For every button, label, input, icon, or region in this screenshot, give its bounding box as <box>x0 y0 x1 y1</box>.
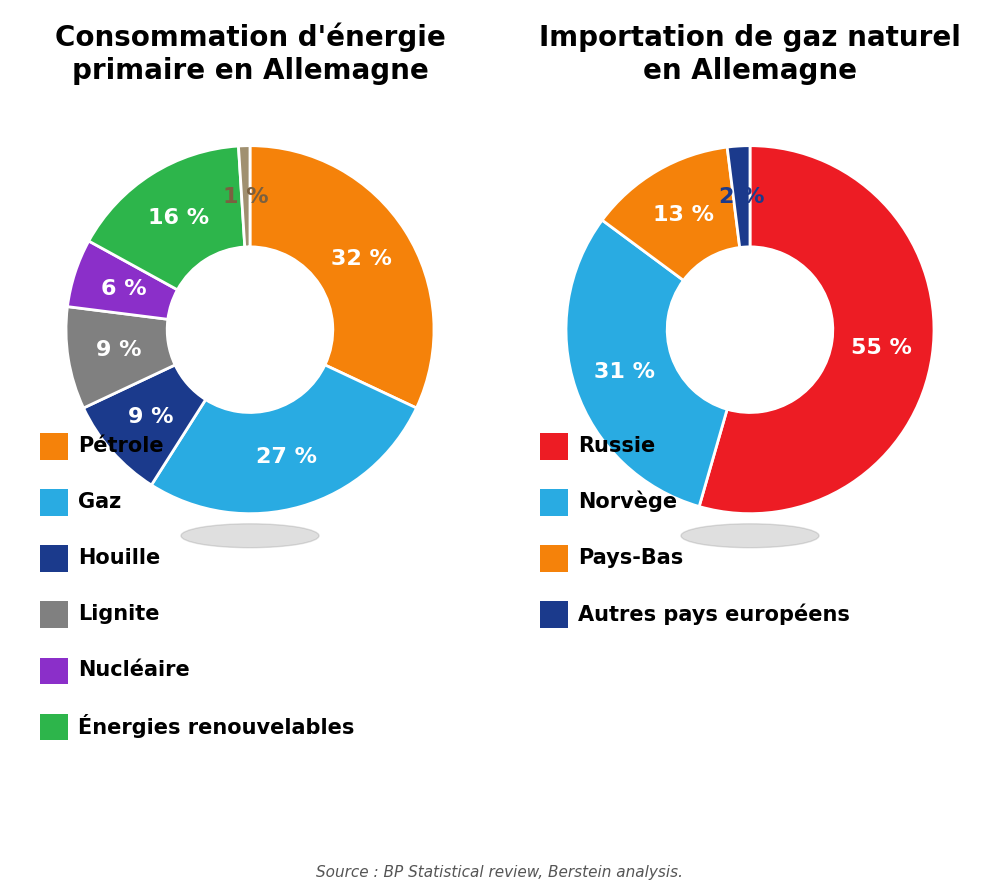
Text: 31 %: 31 % <box>594 362 655 382</box>
Text: Russie: Russie <box>578 436 655 455</box>
Text: Source : BP Statistical review, Berstein analysis.: Source : BP Statistical review, Berstein… <box>316 865 684 880</box>
Wedge shape <box>66 307 175 408</box>
Title: Consommation d'énergie
primaire en Allemagne: Consommation d'énergie primaire en Allem… <box>55 23 445 85</box>
Text: 9 %: 9 % <box>96 340 142 360</box>
Wedge shape <box>89 146 245 290</box>
Wedge shape <box>151 365 416 514</box>
Circle shape <box>167 247 333 413</box>
Text: 16 %: 16 % <box>148 208 210 228</box>
Ellipse shape <box>681 524 819 548</box>
Text: 1 %: 1 % <box>223 187 269 208</box>
Text: 9 %: 9 % <box>128 407 173 428</box>
Wedge shape <box>602 147 740 281</box>
Wedge shape <box>727 145 750 248</box>
Text: 13 %: 13 % <box>653 205 714 225</box>
Text: Lignite: Lignite <box>78 604 160 624</box>
Text: 27 %: 27 % <box>256 447 317 467</box>
Wedge shape <box>67 241 177 319</box>
Text: Norvège: Norvège <box>578 491 677 512</box>
Text: Houille: Houille <box>78 548 160 568</box>
Wedge shape <box>699 145 934 514</box>
Ellipse shape <box>181 524 319 548</box>
Circle shape <box>667 247 833 413</box>
Wedge shape <box>566 220 727 506</box>
Text: Énergies renouvelables: Énergies renouvelables <box>78 715 354 738</box>
Text: 2 %: 2 % <box>719 187 765 208</box>
Wedge shape <box>84 365 206 485</box>
Text: 6 %: 6 % <box>101 279 147 298</box>
Text: 32 %: 32 % <box>331 249 392 269</box>
Title: Importation de gaz naturel
en Allemagne: Importation de gaz naturel en Allemagne <box>539 24 961 85</box>
Text: 55 %: 55 % <box>851 339 912 358</box>
Text: Autres pays européens: Autres pays européens <box>578 603 850 625</box>
Wedge shape <box>250 145 434 408</box>
Wedge shape <box>238 145 250 247</box>
Text: Pays-Bas: Pays-Bas <box>578 548 683 568</box>
Text: Nucléaire: Nucléaire <box>78 660 190 680</box>
Text: Gaz: Gaz <box>78 492 121 511</box>
Text: Pétrole: Pétrole <box>78 436 164 455</box>
